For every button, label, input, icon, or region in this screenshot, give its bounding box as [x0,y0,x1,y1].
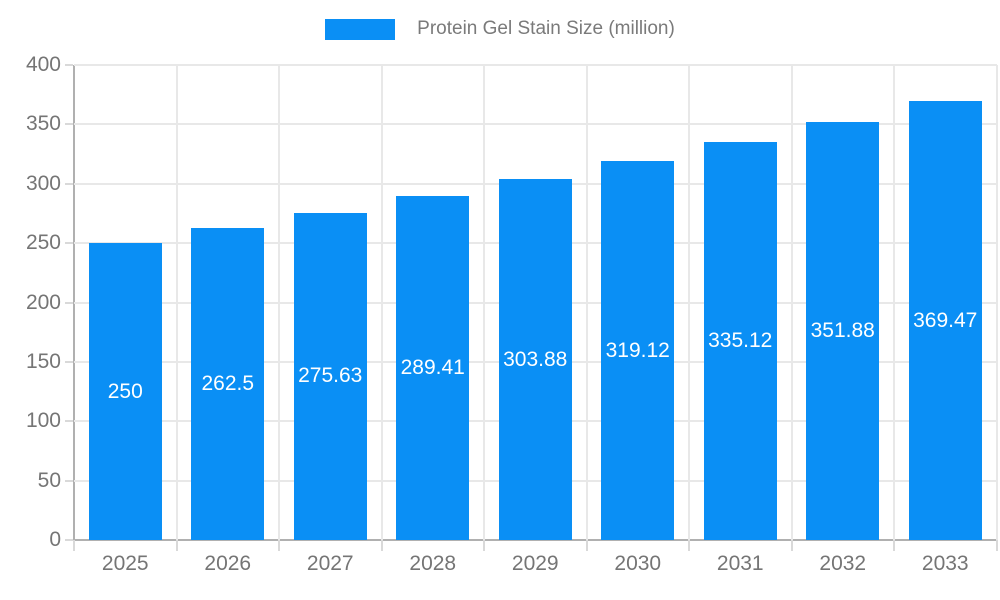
x-axis-tick-label: 2028 [409,552,457,575]
bar-value-label: 303.88 [503,347,568,371]
bar: 250 [88,243,162,540]
x-axis-tick-label: 2032 [819,552,867,575]
horizontal-gridline [74,123,997,126]
vertical-gridline [483,65,485,540]
x-axis-tick-label: 2027 [306,552,354,575]
vertical-gridline [995,65,998,540]
y-axis-tick-mark [65,64,73,66]
bar: 351.88 [806,122,880,540]
x-axis-tick-mark [278,540,280,551]
bar-value-label: 250 [107,379,143,403]
legend-label: Protein Gel Stain Size (million) [417,18,675,39]
x-axis-tick-mark [995,540,998,551]
y-axis-tick-label: 400 [25,53,61,76]
y-axis-tick-mark [65,123,73,126]
x-axis-line [66,539,997,541]
x-axis-tick-mark [175,540,178,551]
x-axis-tick-label: 2030 [614,552,662,575]
bar: 369.47 [908,101,982,540]
bar-value-label: 275.63 [298,364,363,388]
bar: 335.12 [703,142,777,540]
x-axis-tick-mark [483,540,485,551]
y-axis-tick-label: 350 [25,112,61,136]
vertical-gridline [175,65,178,540]
bar: 303.88 [498,179,572,540]
bar: 289.41 [396,196,470,540]
horizontal-gridline [74,64,997,66]
y-axis-tick-mark [65,360,73,363]
x-axis-tick-mark [790,540,793,551]
vertical-gridline [790,65,793,540]
x-axis-tick-mark [893,540,895,551]
bar-value-label: 289.41 [400,356,465,380]
x-axis-tick-mark [688,540,690,551]
x-axis-tick-label: 2025 [101,552,149,575]
y-axis-tick-mark [65,301,73,304]
y-axis-tick-mark [65,420,73,423]
y-axis-tick-mark [65,182,73,185]
y-axis-tick-label: 250 [25,231,61,255]
bar: 275.63 [293,212,367,540]
x-axis-tick-label: 2029 [511,552,559,575]
bar-value-label: 369.47 [913,308,978,332]
vertical-gridline [278,65,280,540]
bar: 262.5 [191,228,265,540]
y-axis-tick-mark [65,479,73,482]
x-axis-tick-mark [73,540,75,551]
y-axis-tick-label: 200 [25,290,61,314]
y-axis-tick-label: 100 [25,409,61,433]
x-axis-tick-mark [585,540,588,551]
y-axis-tick-mark [65,539,73,541]
bar-value-label: 319.12 [605,338,670,362]
vertical-gridline [585,65,588,540]
bar: 319.12 [601,161,675,540]
x-axis-tick-label: 2033 [921,552,969,575]
y-axis-tick-label: 50 [37,468,61,492]
bar-value-label: 335.12 [708,329,773,353]
y-axis-tick-mark [65,242,73,245]
bar-value-label: 351.88 [810,319,875,343]
x-axis-tick-mark [380,540,383,551]
y-axis-tick-label: 0 [49,528,61,551]
legend-swatch-icon [325,18,396,40]
vertical-gridline [380,65,383,540]
x-axis-tick-label: 2026 [204,552,252,575]
x-axis-tick-label: 2031 [716,552,764,575]
vertical-gridline [893,65,895,540]
bar-value-label: 262.5 [201,372,255,396]
plot-area: 0 50 100 150 200 250 300 350 400 250 2025 262.5 2026… [26,53,998,575]
y-axis-tick-label: 300 [25,171,61,195]
y-axis-tick-label: 150 [25,349,61,373]
chart-legend[interactable]: Protein Gel Stain Size (million) [0,18,1000,40]
vertical-gridline [688,65,690,540]
